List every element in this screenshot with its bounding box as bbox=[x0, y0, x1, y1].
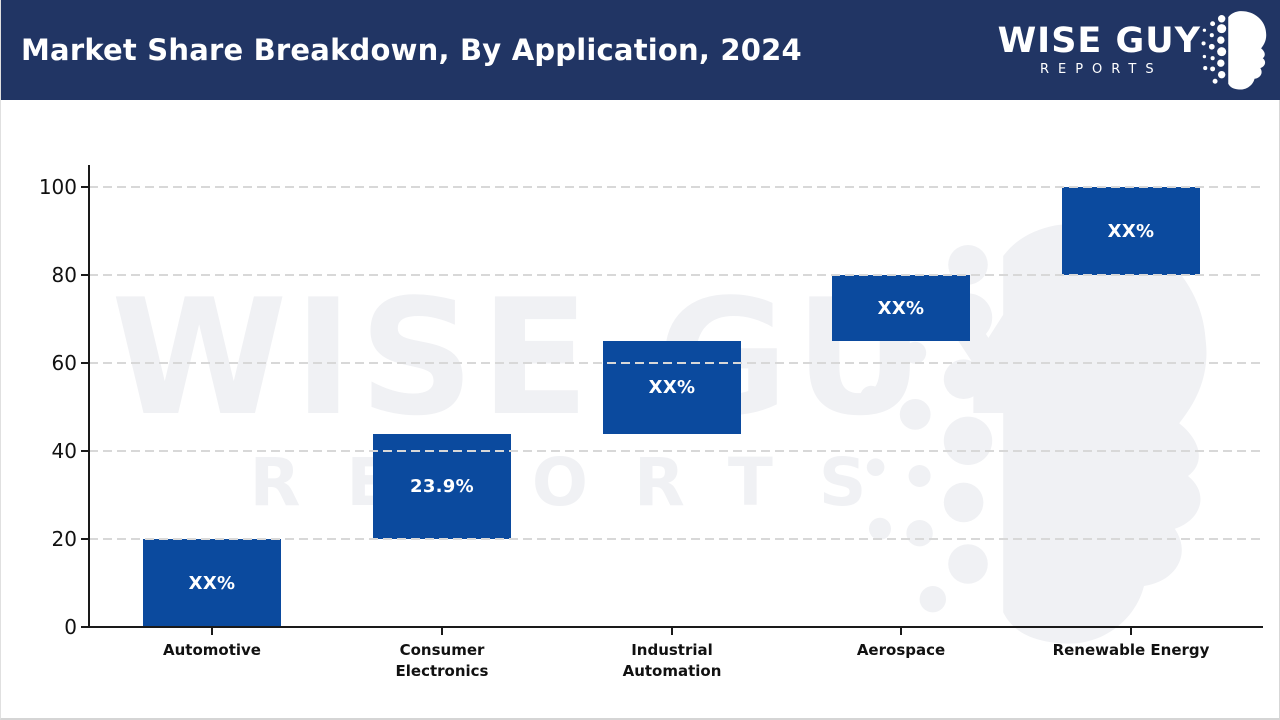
x-tick-5 bbox=[1130, 628, 1132, 635]
x-axis-line bbox=[88, 626, 1263, 628]
y-tick-label-40: 40 bbox=[51, 439, 77, 463]
y-tick-label-20: 20 bbox=[51, 527, 77, 551]
gridline-20 bbox=[89, 538, 1263, 540]
y-tick-0 bbox=[81, 626, 88, 628]
bar-value-label: XX% bbox=[648, 376, 696, 398]
bar-value-label: XX% bbox=[1107, 220, 1155, 242]
logo: WISE GUY REPORTS bbox=[998, 0, 1271, 100]
bar-value-label: XX% bbox=[877, 297, 925, 319]
gridline-40 bbox=[89, 450, 1263, 452]
x-category-label: Renewable Energy bbox=[1052, 641, 1210, 659]
logo-wordmark: WISE GUY REPORTS bbox=[998, 23, 1201, 77]
gridline-100 bbox=[89, 186, 1263, 188]
x-category-label: Consumer Electronics bbox=[395, 641, 489, 680]
y-tick-label-60: 60 bbox=[51, 351, 77, 375]
bar-value-label: XX% bbox=[188, 572, 236, 594]
bar-renewable-energy: XX% bbox=[1062, 187, 1200, 275]
y-tick-label-100: 100 bbox=[38, 175, 77, 199]
bar-aerospace: XX% bbox=[832, 275, 970, 341]
y-axis-line bbox=[88, 165, 90, 628]
logo-subtitle: REPORTS bbox=[1039, 62, 1163, 77]
logo-name: WISE GUY bbox=[997, 21, 1201, 61]
logo-head-icon bbox=[1201, 11, 1267, 90]
x-tick-1 bbox=[211, 628, 213, 635]
y-tick-20 bbox=[81, 538, 88, 540]
x-tick-4 bbox=[900, 628, 902, 635]
bar-value-label: 23.9% bbox=[410, 475, 474, 497]
page-title: Market Share Breakdown, By Application, … bbox=[21, 33, 802, 67]
gridline-60 bbox=[89, 362, 1263, 364]
y-tick-40 bbox=[81, 450, 88, 452]
x-tick-3 bbox=[671, 628, 673, 635]
header-bar: Market Share Breakdown, By Application, … bbox=[1, 0, 1280, 100]
y-tick-80 bbox=[81, 274, 88, 276]
y-tick-100 bbox=[81, 186, 88, 188]
y-tick-label-0: 0 bbox=[64, 615, 77, 639]
x-tick-2 bbox=[441, 628, 443, 635]
bar-automotive: XX% bbox=[143, 539, 281, 627]
x-category-label: Aerospace bbox=[856, 641, 946, 659]
x-category-label: Industrial Automation bbox=[622, 641, 722, 680]
x-category-label: Automotive bbox=[163, 641, 261, 659]
gridline-80 bbox=[89, 274, 1263, 276]
y-tick-label-80: 80 bbox=[51, 263, 77, 287]
bar-industrial-automation: XX% bbox=[603, 341, 741, 434]
y-tick-60 bbox=[81, 362, 88, 364]
